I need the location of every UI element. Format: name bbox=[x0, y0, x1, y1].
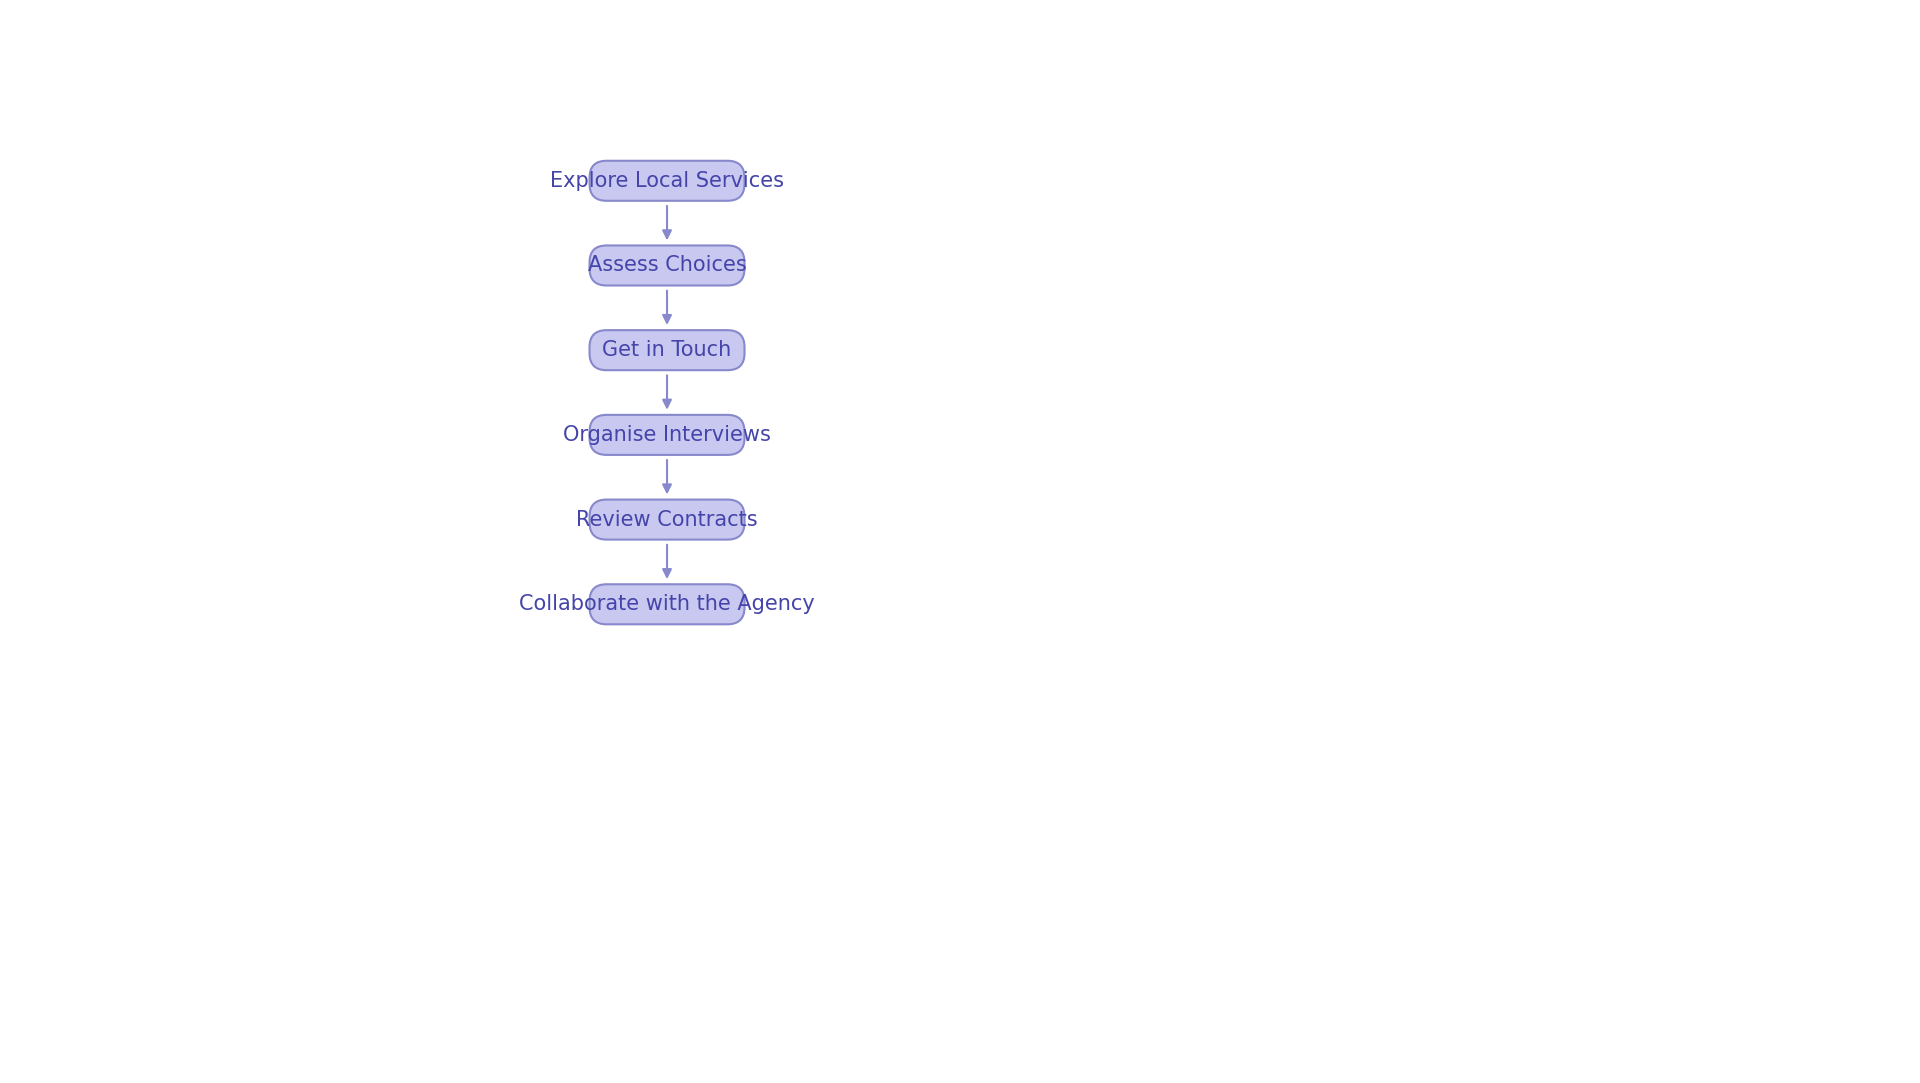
FancyBboxPatch shape bbox=[589, 499, 745, 539]
Text: Get in Touch: Get in Touch bbox=[603, 340, 732, 361]
FancyBboxPatch shape bbox=[589, 160, 745, 200]
Text: Explore Local Services: Explore Local Services bbox=[549, 171, 783, 191]
Text: Assess Choices: Assess Choices bbox=[588, 256, 747, 275]
FancyBboxPatch shape bbox=[589, 415, 745, 455]
FancyBboxPatch shape bbox=[589, 246, 745, 286]
FancyBboxPatch shape bbox=[589, 584, 745, 624]
Text: Collaborate with the Agency: Collaborate with the Agency bbox=[518, 595, 814, 614]
Text: Review Contracts: Review Contracts bbox=[576, 510, 758, 530]
Text: Organise Interviews: Organise Interviews bbox=[563, 425, 772, 445]
FancyBboxPatch shape bbox=[589, 330, 745, 370]
